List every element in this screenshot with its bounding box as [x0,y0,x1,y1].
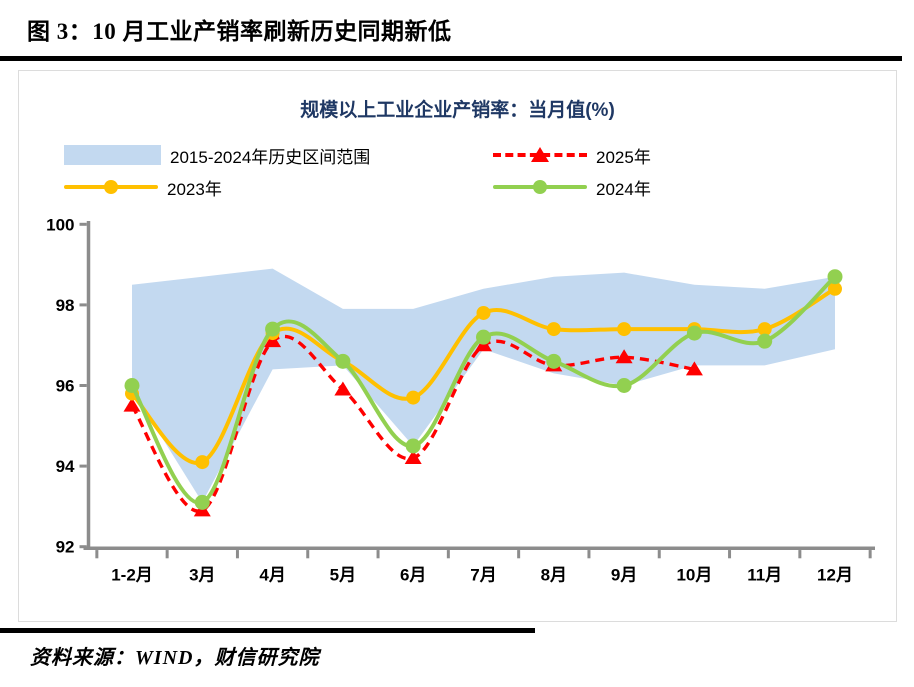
x-tick-label: 5月 [330,565,356,584]
plot-area: 92 94 96 98 100 1-2月 3月 4月 5月 6月 7月 8月 9月 10月 11月 12月 [19,201,896,606]
legend-item-band: 2015-2024年历史区间范围 [64,142,370,168]
source-text: 资料来源：WIND，财信研究院 [30,647,320,669]
x-tick-label: 11月 [747,565,782,584]
legend-label-2025: 2025年 [596,147,651,167]
series-2025-marker [615,349,633,364]
series-2024-marker [335,353,351,369]
x-tick-label: 10月 [676,565,712,584]
series-2023-line [130,287,837,465]
plot-svg: 92 94 96 98 100 1-2月 3月 4月 5月 6月 7月 8月 9月 10月 11月 12月 [46,215,875,584]
legend-label-2024: 2024年 [596,179,651,199]
chart-frame: 规模以上工业企业产销率：当月值(%) 2015-2024年历史区间范围 2025… [18,70,897,622]
series-2024-marker [686,325,702,341]
series-2024-marker [265,321,281,337]
series-2023-marker [828,281,842,296]
x-tick-label: 4月 [259,565,285,584]
series-2024-marker [124,378,140,393]
band-swatch [64,145,161,165]
x-tick-label: 8月 [541,565,567,584]
y-tick-label: 94 [56,457,75,476]
legend-label-2023: 2023年 [167,179,222,199]
series-2023-marker [406,390,421,405]
series-2024-marker [757,333,773,349]
chart-title: 规模以上工业企业产销率：当月值(%) [300,100,615,121]
x-tick-label: 1-2月 [111,565,153,584]
series-2023-marker [195,455,210,470]
x-tick-label: 3月 [189,565,215,584]
series-2024-marker [405,438,421,454]
series-2025-marker [123,397,141,412]
series-2024-marker [476,329,491,345]
series-2025-marker [264,333,282,348]
series-2024-marker [546,353,562,369]
legend-label-band: 2015-2024年历史区间范围 [170,147,371,167]
yellow-dot-icon [104,180,118,194]
footer-divider [0,628,535,633]
green-dot-icon [533,180,547,194]
legend-item-2025: 2025年 [493,142,651,168]
dashed-line-swatch [493,145,587,165]
x-tick-label: 9月 [611,565,637,584]
x-tick-label: 6月 [400,565,426,584]
series-2025-marker [685,361,703,376]
page-title: 图 3：10 月工业产销率刷新历史同期新低 [27,19,452,44]
series-2025-marker [404,450,422,465]
y-tick-label: 92 [56,538,75,557]
y-tick-label: 96 [56,377,75,396]
x-tick-label: 12月 [817,565,853,584]
legend-item-2024: 2024年 [493,174,651,200]
green-line-swatch [493,177,587,197]
triangle-marker-icon [531,147,549,162]
x-tick-label: 7月 [470,565,496,584]
series-2023-marker [476,305,491,320]
series-2025-marker [334,381,352,396]
yellow-line-swatch [64,177,158,197]
title-divider [0,56,902,61]
y-tick-label: 98 [56,296,75,315]
y-tick-label: 100 [46,215,74,234]
series-2024-marker [616,378,632,393]
band-area [132,268,835,503]
legend-item-2023: 2023年 [64,174,222,200]
series-2024-marker [194,494,210,510]
series-2025-line [130,334,695,513]
series-2023-marker [757,322,772,337]
series-2023-marker [617,322,632,337]
series-2024-marker [827,269,843,285]
series-2023-marker [546,322,561,337]
